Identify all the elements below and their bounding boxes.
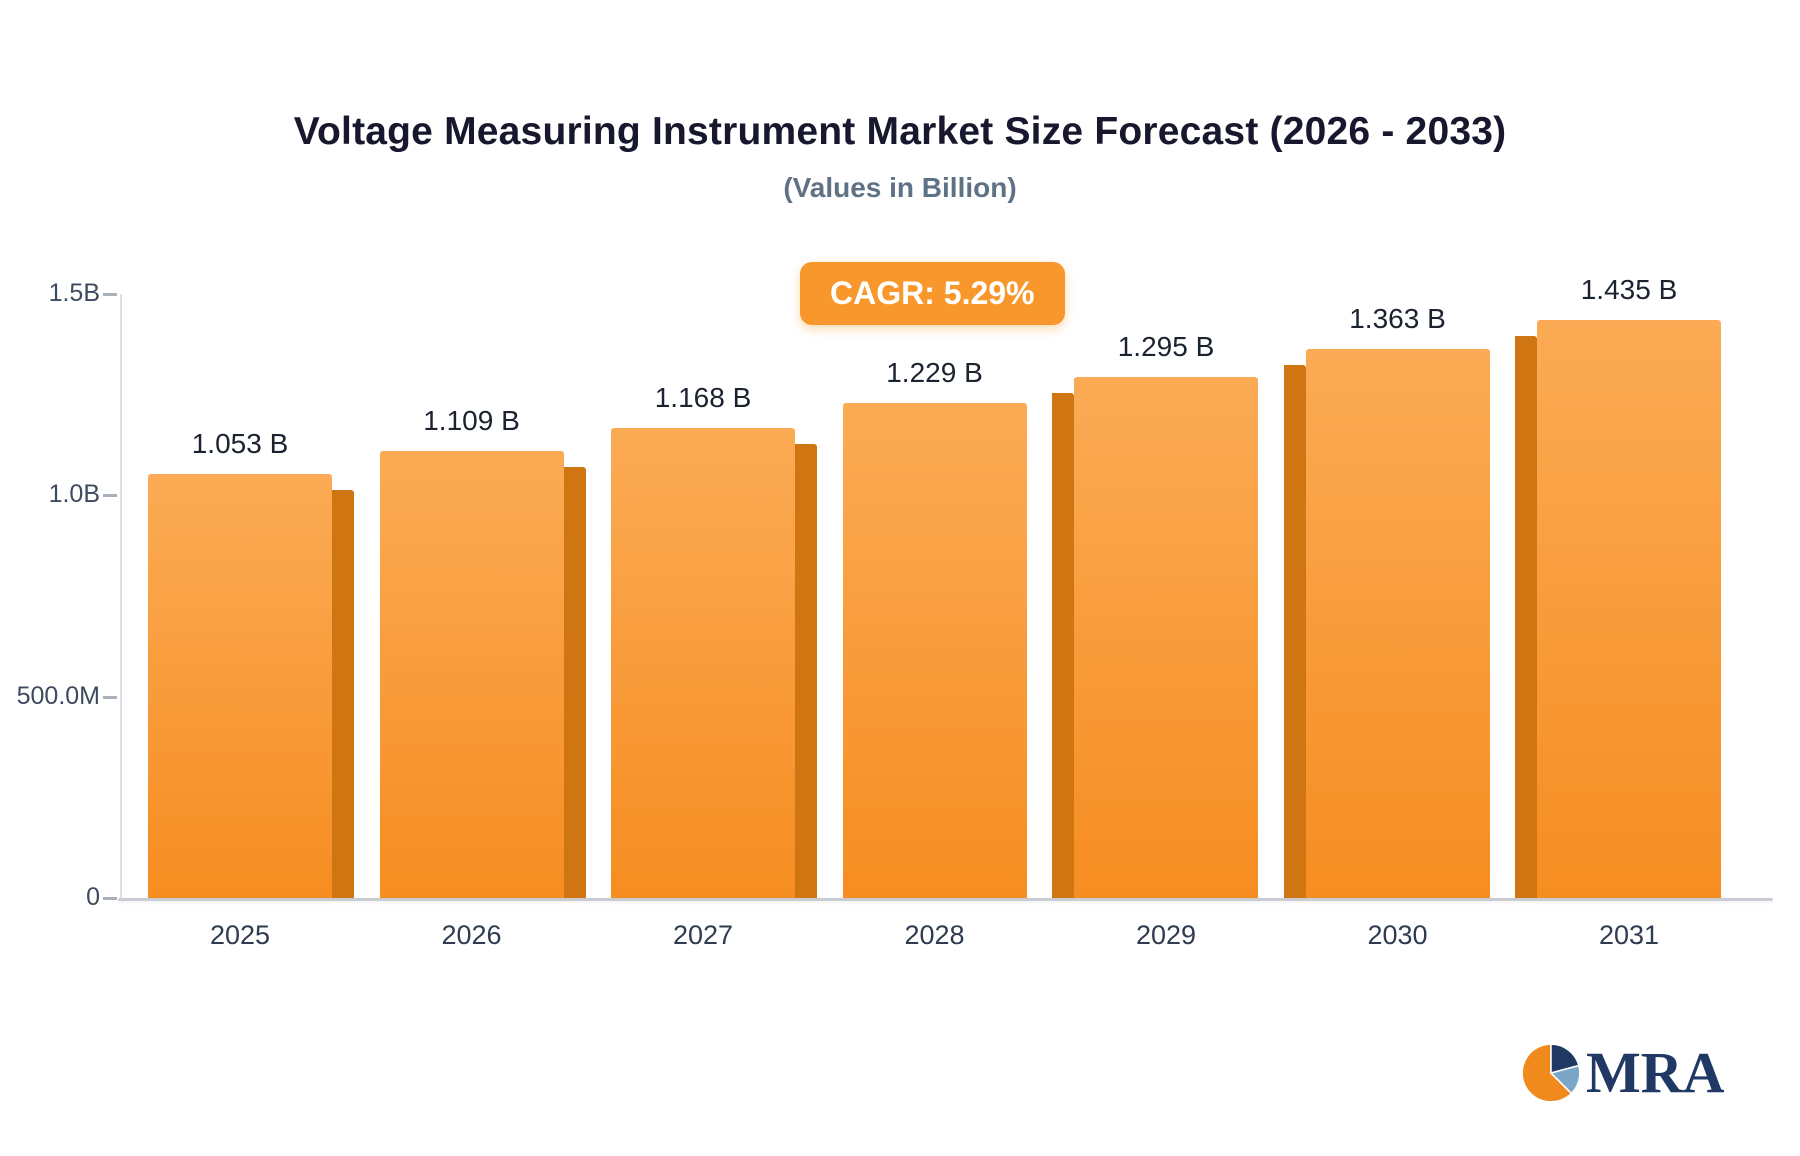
x-axis-label: 2027: [672, 920, 734, 950]
y-axis-tick-mark: [103, 695, 117, 699]
cagr-badge: CAGR: 5.29%: [800, 262, 1065, 325]
y-axis-tick-label: 500.0M: [16, 681, 100, 710]
bar: [1074, 377, 1258, 898]
bar: [843, 403, 1027, 898]
bar-side-shade: [1515, 336, 1537, 898]
x-axis-label: 2029: [1135, 920, 1197, 950]
bar-value-label: 1.109 B: [423, 405, 520, 436]
pie-chart-logo-icon: [1520, 1042, 1582, 1104]
x-axis-baseline: [118, 898, 1773, 901]
x-axis-label: 2028: [904, 920, 965, 950]
bar: [1537, 320, 1721, 898]
bar-side-shade: [332, 490, 354, 898]
y-axis-tick-label: 1.0B: [48, 480, 100, 509]
bar-value-label: 1.363 B: [1349, 303, 1446, 334]
chart-subtitle: (Values in Billion): [783, 172, 1017, 203]
x-axis-label: 2025: [209, 920, 271, 950]
y-axis-tick-label: 0: [86, 883, 100, 911]
bar: [380, 451, 564, 898]
brand-logo-text: MRA: [1586, 1040, 1725, 1105]
bar-side-shade: [1052, 393, 1074, 898]
bar-value-label: 1.229 B: [886, 357, 983, 388]
brand-logo: MRA: [1520, 1042, 1725, 1104]
chart-title: Voltage Measuring Instrument Market Size…: [293, 110, 1507, 153]
bar-side-shade: [795, 444, 817, 898]
y-axis-tick-mark: [103, 494, 117, 498]
x-axis-label: 2030: [1367, 920, 1428, 950]
bar-value-label: 1.435 B: [1580, 274, 1678, 305]
x-axis-label: 2026: [441, 920, 502, 950]
y-axis-line: [120, 294, 122, 900]
y-axis-tick-label: 1.5B: [48, 279, 100, 307]
x-axis-label: 2031: [1598, 920, 1660, 950]
bar-value-label: 1.168 B: [654, 382, 752, 413]
y-axis-tick-mark: [103, 897, 117, 900]
bar: [148, 474, 332, 898]
bar-side-shade: [564, 467, 586, 898]
y-axis-tick-mark: [103, 293, 117, 296]
bar-value-label: 1.295 B: [1117, 331, 1215, 362]
bar: [1306, 349, 1490, 898]
bar: [611, 428, 795, 898]
bar-side-shade: [1284, 365, 1306, 898]
bar-value-label: 1.053 B: [191, 428, 289, 459]
